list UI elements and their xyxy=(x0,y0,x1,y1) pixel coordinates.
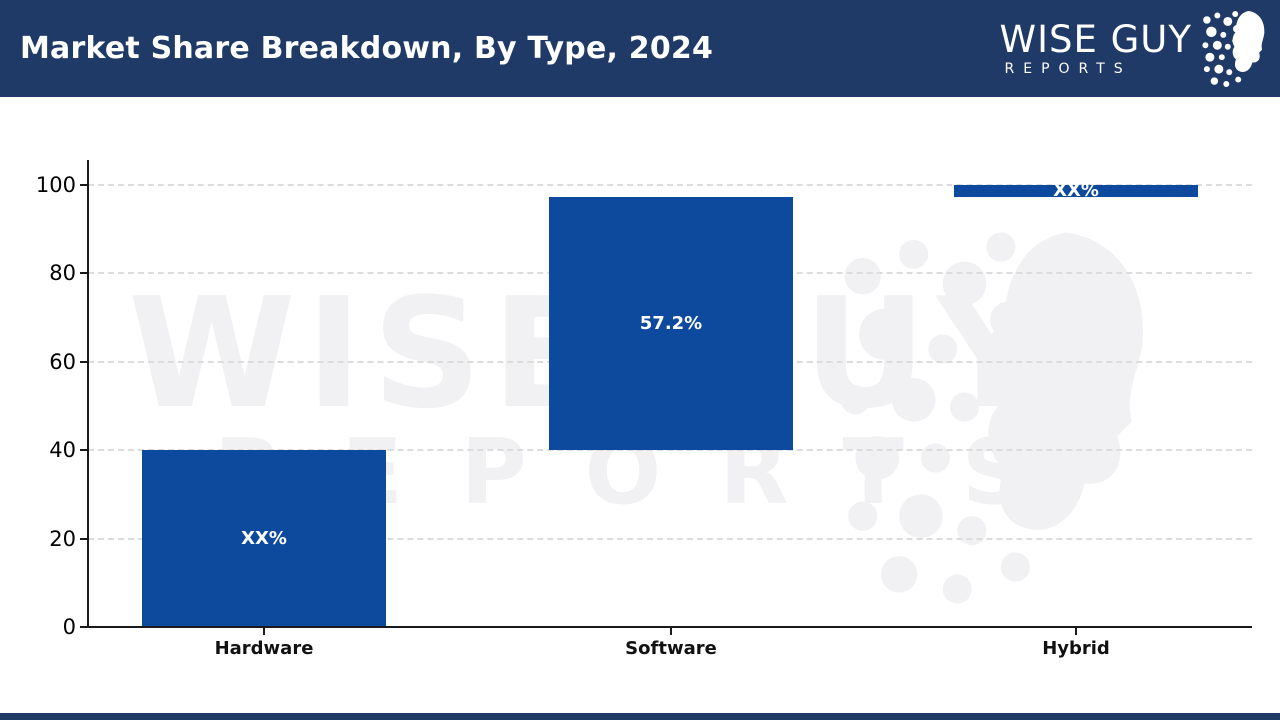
bar-hardware xyxy=(142,450,386,627)
y-tick-label-0: 0 xyxy=(62,615,76,639)
bar-value-label-software: 57.2% xyxy=(639,312,703,334)
brand-logo: WISE GUY REPORTS xyxy=(1000,7,1270,91)
y-tick-label-40: 40 xyxy=(49,438,76,463)
y-axis-line xyxy=(87,160,89,628)
bar-software xyxy=(549,197,793,451)
x-tick-hardware xyxy=(263,627,265,635)
gridline-40 xyxy=(88,449,1252,452)
y-tick-label-100: 100 xyxy=(35,173,76,197)
page-title: Market Share Breakdown, By Type, 2024 xyxy=(20,31,714,66)
brand-subname: REPORTS xyxy=(1004,60,1132,77)
gridline-20 xyxy=(88,537,1252,540)
watermark-head-icon xyxy=(840,232,1144,604)
header-bar: Market Share Breakdown, By Type, 2024 WI… xyxy=(0,0,1280,97)
x-tick-software xyxy=(670,627,672,635)
y-tick-80 xyxy=(80,272,88,275)
bar-hybrid xyxy=(954,185,1198,198)
x-tick-label-software: Software xyxy=(625,638,717,659)
bar-value-label-hybrid: XX% xyxy=(1053,180,1099,202)
y-tick-label-80: 80 xyxy=(49,261,76,286)
x-tick-label-hardware: Hardware xyxy=(214,638,314,659)
y-tick-0 xyxy=(80,626,88,628)
brand-logo-text: WISE GUY REPORTS xyxy=(999,18,1192,77)
bar-value-label-hardware: XX% xyxy=(241,527,287,549)
y-tick-label-60: 60 xyxy=(49,349,76,374)
y-tick-100 xyxy=(80,184,88,186)
brand-name: WISE GUY xyxy=(999,18,1192,62)
x-tick-label-hybrid: Hybrid xyxy=(1042,638,1110,659)
gridline-100 xyxy=(88,184,1252,186)
y-tick-label-20: 20 xyxy=(49,526,76,551)
brand-head-icon xyxy=(1202,10,1265,88)
footer-bar xyxy=(0,713,1280,720)
y-tick-40 xyxy=(80,449,88,452)
y-tick-60 xyxy=(80,360,88,363)
x-axis-line xyxy=(87,626,1252,628)
y-tick-20 xyxy=(80,537,88,540)
x-tick-hybrid xyxy=(1075,627,1077,635)
